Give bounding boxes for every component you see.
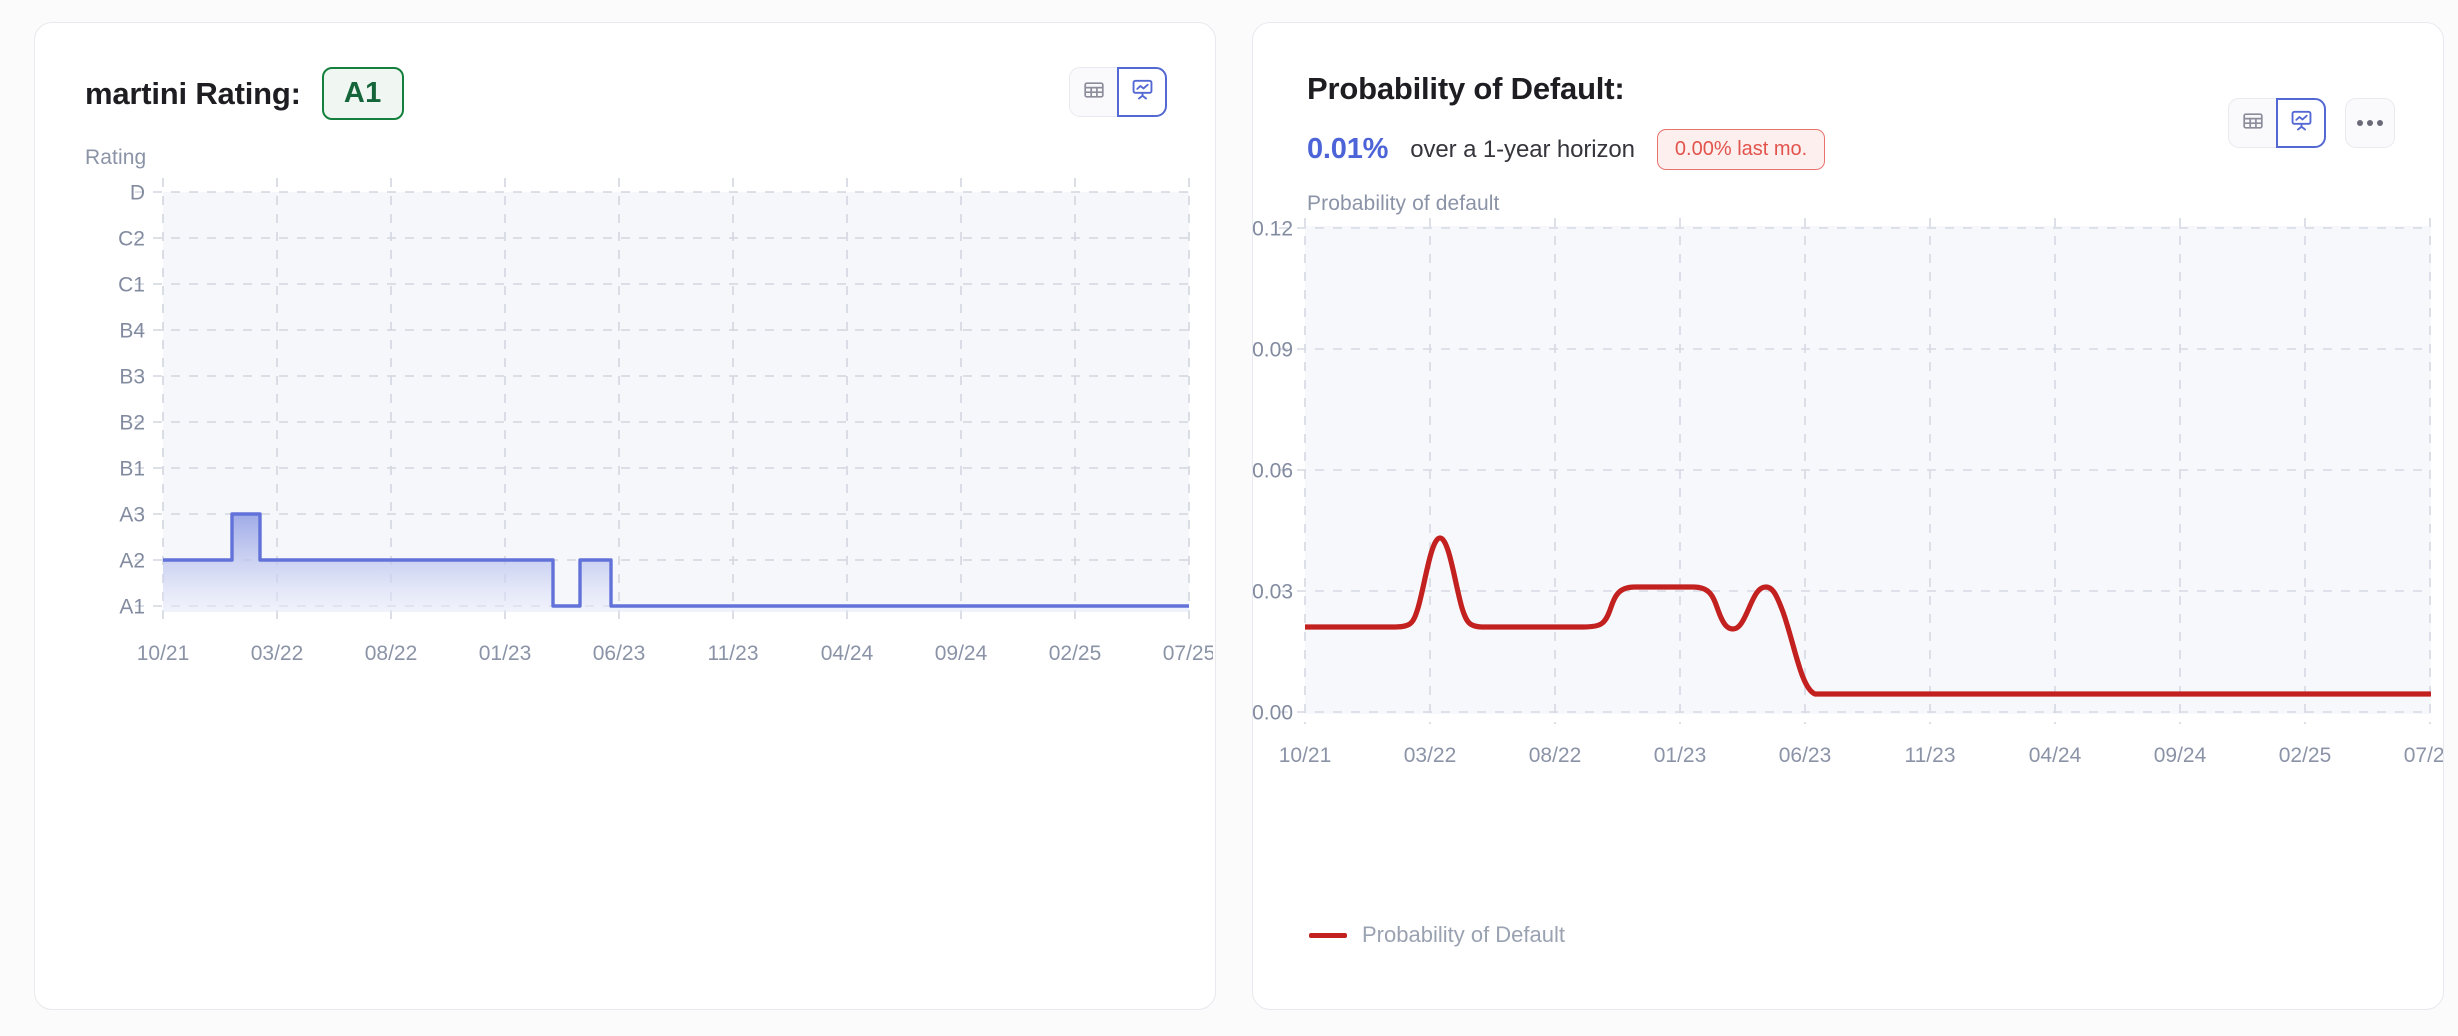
- pod-legend: Probability of Default: [1253, 922, 2443, 948]
- svg-text:B3: B3: [119, 366, 145, 389]
- svg-text:B2: B2: [119, 412, 145, 435]
- rating-step-series: [163, 512, 1189, 612]
- svg-text:10/21: 10/21: [1279, 744, 1332, 767]
- svg-text:07/25: 07/25: [2404, 744, 2443, 767]
- pod-card: Probability of Default: 0.01% over a 1-y…: [1252, 22, 2444, 1010]
- rating-title-area: martini Rating: A1: [35, 23, 404, 120]
- pod-gridlines-v: [1304, 218, 2431, 724]
- rating-chart-svg: D C2 C1 B4 B3 B2 B1 A3 A2 A1: [118, 178, 1213, 665]
- rating-area-fill: [163, 514, 1189, 612]
- pod-line: [1305, 535, 2431, 697]
- svg-text:C1: C1: [118, 274, 145, 297]
- svg-text:B4: B4: [119, 320, 145, 343]
- rating-y-ticks: D C2 C1 B4 B3 B2 B1 A3 A2 A1: [118, 182, 145, 619]
- status-badge: A1: [321, 67, 404, 120]
- more-options-button[interactable]: [2345, 98, 2395, 148]
- svg-text:03/22: 03/22: [1404, 744, 1457, 767]
- pod-x-ticks: 10/21 03/22 08/22 01/23 06/23 11/23 04/2…: [1279, 744, 2443, 767]
- chart-presentation-icon: [1130, 77, 1155, 107]
- table-view-button[interactable]: [1068, 67, 1119, 117]
- svg-text:02/25: 02/25: [1049, 642, 1102, 665]
- svg-text:01/23: 01/23: [1654, 744, 1707, 767]
- pod-axis-title-row: Probability of default: [1253, 170, 2443, 216]
- chart-presentation-icon: [2289, 108, 2314, 138]
- svg-text:C2: C2: [118, 228, 145, 251]
- table-icon: [2241, 109, 2265, 138]
- pod-horizon-label: over a 1-year horizon: [1410, 135, 1635, 163]
- svg-text:D: D: [130, 182, 145, 205]
- rating-x-ticks: 10/21 03/22 08/22 01/23 06/23 11/23 04/2…: [137, 642, 1213, 665]
- pod-toolbar: [2227, 23, 2444, 148]
- rating-step-line: [163, 512, 1189, 608]
- rating-axis-title-row: Rating: [35, 120, 1215, 170]
- pod-chart: 0.12 0.09 0.06 0.03 0.00 10/21 03/22 08/…: [1253, 216, 2443, 948]
- page-title: martini Rating:: [85, 75, 301, 111]
- svg-text:A2: A2: [119, 550, 145, 573]
- pod-y-ticks: 0.12 0.09 0.06 0.03 0.00: [1253, 218, 1293, 725]
- svg-text:01/23: 01/23: [479, 642, 532, 665]
- pod-table-view-button[interactable]: [2227, 98, 2278, 148]
- legend-label-pod: Probability of Default: [1362, 922, 1565, 947]
- chart-view-button[interactable]: [1117, 67, 1167, 117]
- pod-delta-badge: 0.00% last mo.: [1656, 129, 1826, 170]
- rating-gridlines-v: [162, 178, 1190, 622]
- rating-y-axis-title: Rating: [85, 146, 147, 169]
- rating-toolbar: [1068, 23, 1216, 117]
- pod-gridlines-h: [1279, 227, 2431, 713]
- pod-title: Probability of Default:: [1307, 71, 1625, 106]
- pod-chart-svg: 0.12 0.09 0.06 0.03 0.00 10/21 03/22 08/…: [1253, 218, 2443, 767]
- svg-text:0.06: 0.06: [1253, 460, 1293, 483]
- svg-text:06/23: 06/23: [1779, 744, 1832, 767]
- svg-text:07/25: 07/25: [1163, 642, 1213, 665]
- svg-text:09/24: 09/24: [2154, 744, 2207, 767]
- rating-view-toggle[interactable]: [1068, 67, 1167, 117]
- pod-subheader: 0.01% over a 1-year horizon 0.00% last m…: [1307, 129, 1826, 170]
- svg-text:0.12: 0.12: [1253, 218, 1293, 241]
- svg-text:B1: B1: [119, 458, 145, 481]
- svg-text:09/24: 09/24: [935, 642, 988, 665]
- rating-card-header: martini Rating: A1: [35, 23, 1215, 120]
- legend-swatch-pod: [1309, 932, 1347, 938]
- svg-text:0.09: 0.09: [1253, 339, 1293, 362]
- svg-text:03/22: 03/22: [251, 642, 304, 665]
- pod-card-header: Probability of Default: 0.01% over a 1-y…: [1253, 23, 2443, 170]
- pod-y-axis-title: Probability of default: [1307, 192, 1500, 215]
- svg-text:04/24: 04/24: [2029, 744, 2082, 767]
- svg-text:04/24: 04/24: [821, 642, 874, 665]
- pod-view-toggle[interactable]: [2227, 98, 2326, 148]
- ellipsis-icon: [2357, 120, 2383, 126]
- svg-text:0.00: 0.00: [1253, 702, 1293, 725]
- svg-text:10/21: 10/21: [137, 642, 190, 665]
- pod-line-series: [1305, 535, 2431, 697]
- svg-text:A3: A3: [119, 504, 145, 527]
- svg-text:08/22: 08/22: [365, 642, 418, 665]
- table-icon: [1082, 78, 1106, 107]
- svg-text:0.03: 0.03: [1253, 581, 1293, 604]
- rating-card: martini Rating: A1: [34, 22, 1216, 1010]
- pod-title-area: Probability of Default: 0.01% over a 1-y…: [1253, 23, 1826, 170]
- svg-text:06/23: 06/23: [593, 642, 646, 665]
- rating-chart: D C2 C1 B4 B3 B2 B1 A3 A2 A1: [35, 170, 1215, 870]
- pod-chart-view-button[interactable]: [2276, 98, 2326, 148]
- svg-text:02/25: 02/25: [2279, 744, 2332, 767]
- svg-text:A1: A1: [119, 596, 145, 619]
- svg-text:08/22: 08/22: [1529, 744, 1582, 767]
- pod-value: 0.01%: [1307, 133, 1389, 165]
- svg-text:11/23: 11/23: [708, 642, 759, 665]
- svg-text:11/23: 11/23: [1905, 744, 1956, 767]
